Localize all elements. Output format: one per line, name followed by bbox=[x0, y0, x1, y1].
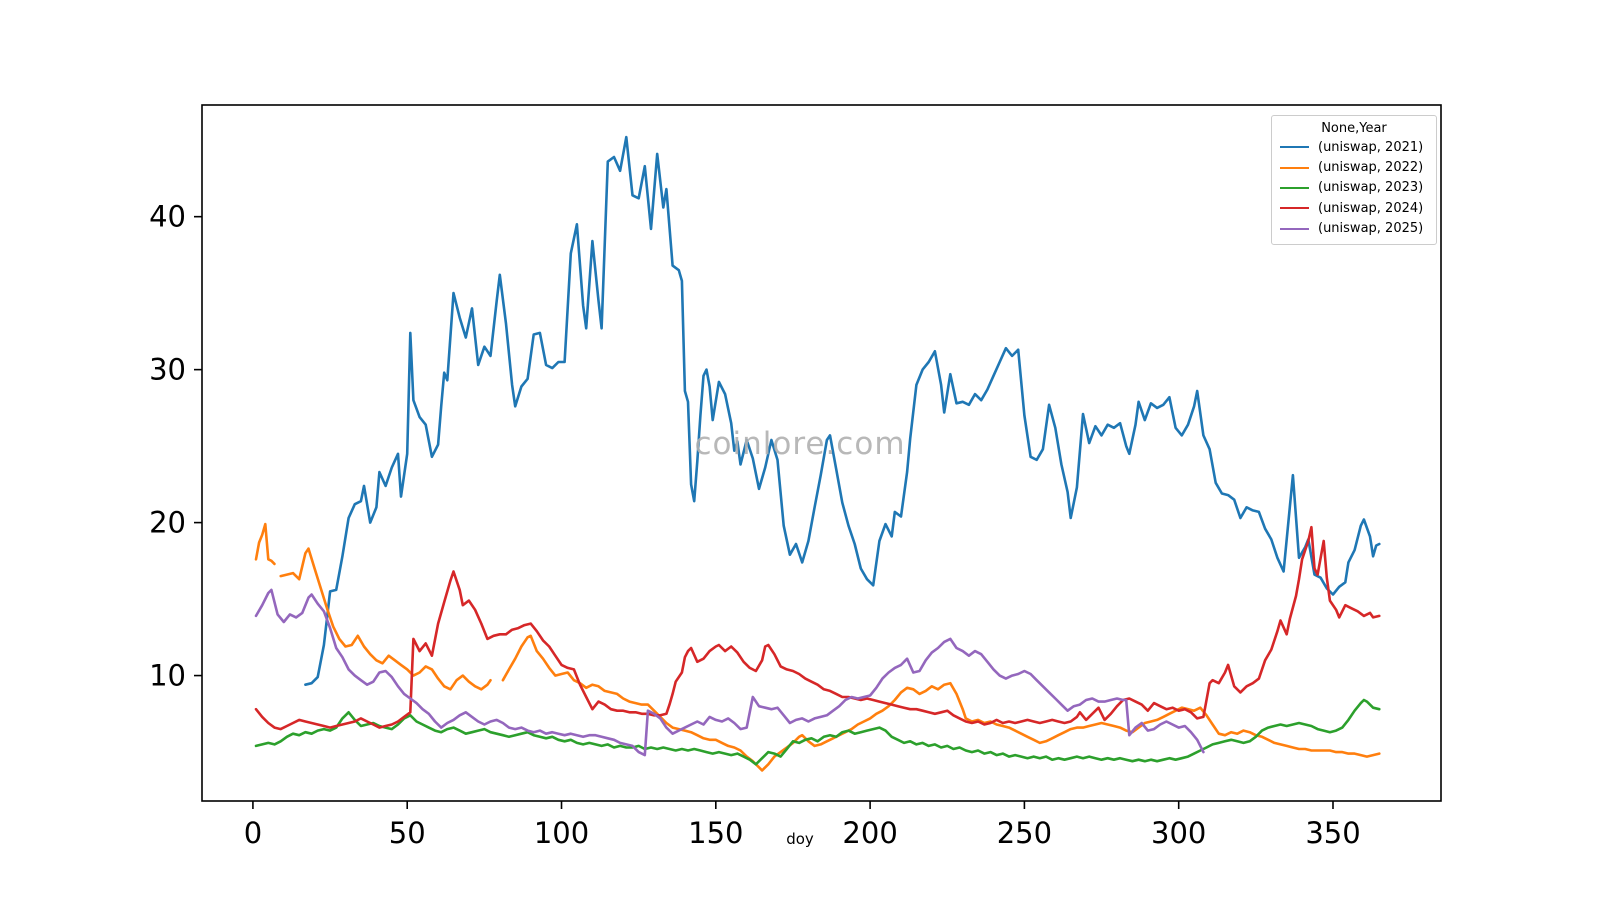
x-axis-label: doy bbox=[786, 830, 814, 848]
y-tick-label: 20 bbox=[149, 506, 186, 540]
series-line-2025 bbox=[254, 588, 1205, 757]
x-tick-label: 200 bbox=[842, 816, 897, 850]
legend-item-2023[interactable]: (uniswap, 2023) bbox=[1278, 178, 1430, 198]
legend-item-label: (uniswap, 2022) bbox=[1318, 160, 1424, 176]
x-tick-label: 50 bbox=[389, 816, 426, 850]
legend-line-icon bbox=[1280, 166, 1309, 169]
legend-line-icon bbox=[1280, 207, 1309, 210]
legend-item-label: (uniswap, 2024) bbox=[1318, 200, 1424, 216]
x-tick-label: 350 bbox=[1305, 816, 1360, 850]
series-line-2022 bbox=[279, 547, 492, 691]
series-line-2021 bbox=[304, 135, 1381, 687]
legend-item-2025[interactable]: (uniswap, 2025) bbox=[1278, 219, 1430, 239]
series-line-2023 bbox=[254, 698, 1381, 766]
legend-item-label: (uniswap, 2025) bbox=[1318, 221, 1424, 237]
axes-box bbox=[201, 104, 1442, 802]
legend-line-icon bbox=[1280, 146, 1309, 149]
legend-item-2022[interactable]: (uniswap, 2022) bbox=[1278, 157, 1430, 177]
y-tick-label: 10 bbox=[149, 659, 186, 693]
x-tick-label: 150 bbox=[688, 816, 743, 850]
series-line-2022 bbox=[501, 634, 1381, 772]
legend-item-2024[interactable]: (uniswap, 2024) bbox=[1278, 198, 1430, 218]
x-tick-label: 100 bbox=[534, 816, 589, 850]
legend-title: None,Year bbox=[1321, 121, 1387, 136]
y-tick-label: 40 bbox=[149, 200, 186, 234]
legend-item-label: (uniswap, 2021) bbox=[1318, 139, 1424, 155]
watermark: coinlore.com bbox=[694, 426, 906, 462]
legend-item-label: (uniswap, 2023) bbox=[1318, 180, 1424, 196]
x-tick-label: 250 bbox=[997, 816, 1052, 850]
series-line-2022 bbox=[254, 522, 276, 566]
legend-items: (uniswap, 2021) (uniswap, 2022) (uniswap, … bbox=[1278, 137, 1430, 239]
series-lines bbox=[254, 135, 1381, 772]
x-axis: 0 50 100 150 200 250 300 350 bbox=[244, 801, 1361, 850]
legend-item-2021[interactable]: (uniswap, 2021) bbox=[1278, 137, 1430, 157]
series-line-2024 bbox=[254, 525, 1381, 731]
x-tick-label: 300 bbox=[1151, 816, 1206, 850]
y-tick-label: 30 bbox=[149, 353, 186, 387]
y-axis: 10 20 30 40 bbox=[149, 200, 202, 693]
legend-line-icon bbox=[1280, 186, 1309, 189]
x-tick-label: 0 bbox=[244, 816, 262, 850]
legend-line-icon bbox=[1280, 227, 1309, 230]
legend[interactable]: None,Year (uniswap, 2021) (uniswap, 2022)… bbox=[1271, 115, 1437, 245]
